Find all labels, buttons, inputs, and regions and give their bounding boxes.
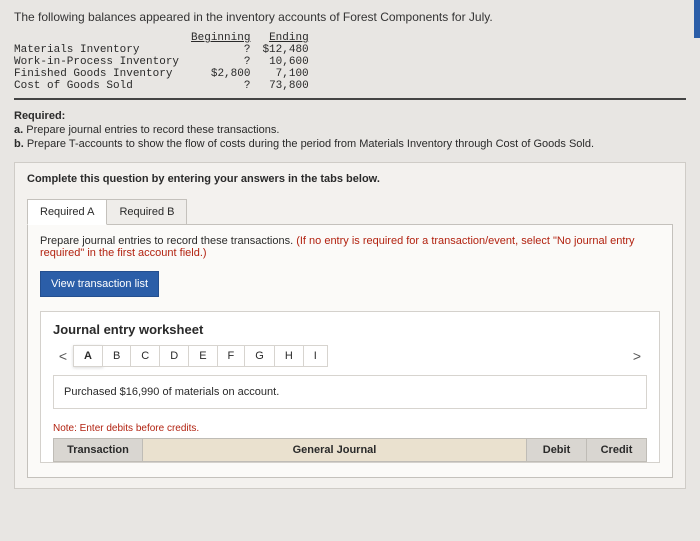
tab-required-b[interactable]: Required B [107,199,187,225]
col-transaction: Transaction [53,438,143,462]
row-label: Cost of Goods Sold [14,80,185,92]
row-beginning: ? [185,80,256,92]
letter-tab-c[interactable]: C [131,345,160,367]
chevron-left-icon[interactable]: < [53,348,73,364]
journal-header-row: Transaction General Journal Debit Credit [53,438,647,462]
chevron-right-icon[interactable]: > [627,348,647,364]
balances-table: Beginning Ending Materials Inventory ? $… [14,32,315,92]
table-row: Finished Goods Inventory $2,800 7,100 [14,68,315,80]
col-ending: Ending [256,32,314,44]
col-general-journal: General Journal [143,438,527,462]
col-beginning: Beginning [185,32,256,44]
journal-worksheet: Journal entry worksheet < A B C D E F G … [40,311,660,463]
row-ending: 73,800 [256,80,314,92]
table-row: Work-in-Process Inventory ? 10,600 [14,56,315,68]
required-a: a. a. Prepare journal entries to record … [14,124,686,136]
letter-tab-b[interactable]: B [103,345,131,367]
view-transaction-list-button[interactable]: View transaction list [40,271,159,297]
tab-required-a[interactable]: Required A [27,199,107,225]
letter-tab-a[interactable]: A [73,345,103,367]
row-ending: $12,480 [256,44,314,56]
row-ending: 10,600 [256,56,314,68]
table-row: Cost of Goods Sold ? 73,800 [14,80,315,92]
divider [14,98,686,100]
row-label: Finished Goods Inventory [14,68,185,80]
row-beginning: $2,800 [185,68,256,80]
transaction-letter-bar: < A B C D E F G H I > [53,345,647,367]
letter-tab-d[interactable]: D [160,345,189,367]
tab-a-instruction: Prepare journal entries to record these … [40,235,660,259]
letter-tab-i[interactable]: I [304,345,328,367]
row-label: Work-in-Process Inventory [14,56,185,68]
debits-before-credits-note: Note: Enter debits before credits. [53,423,647,434]
answer-panel: Complete this question by entering your … [14,162,686,489]
row-beginning: ? [185,56,256,68]
right-edge-accent [694,0,700,38]
transaction-description: Purchased $16,990 of materials on accoun… [53,375,647,409]
row-ending: 7,100 [256,68,314,80]
row-label: Materials Inventory [14,44,185,56]
panel-instruction: Complete this question by entering your … [27,173,673,185]
required-heading: Required: [14,110,65,122]
row-beginning: ? [185,44,256,56]
letter-tab-h[interactable]: H [275,345,304,367]
worksheet-title: Journal entry worksheet [53,322,647,337]
tab-panel-a: Prepare journal entries to record these … [27,224,673,478]
intro-text: The following balances appeared in the i… [14,10,686,24]
letter-tab-f[interactable]: F [218,345,246,367]
col-debit: Debit [527,438,587,462]
table-row: Materials Inventory ? $12,480 [14,44,315,56]
letter-tab-g[interactable]: G [245,345,275,367]
tab-bar: Required A Required B [27,199,673,225]
required-b: b. b. Prepare T-accounts to show the flo… [14,138,686,150]
letter-tab-e[interactable]: E [189,345,217,367]
col-credit: Credit [587,438,647,462]
